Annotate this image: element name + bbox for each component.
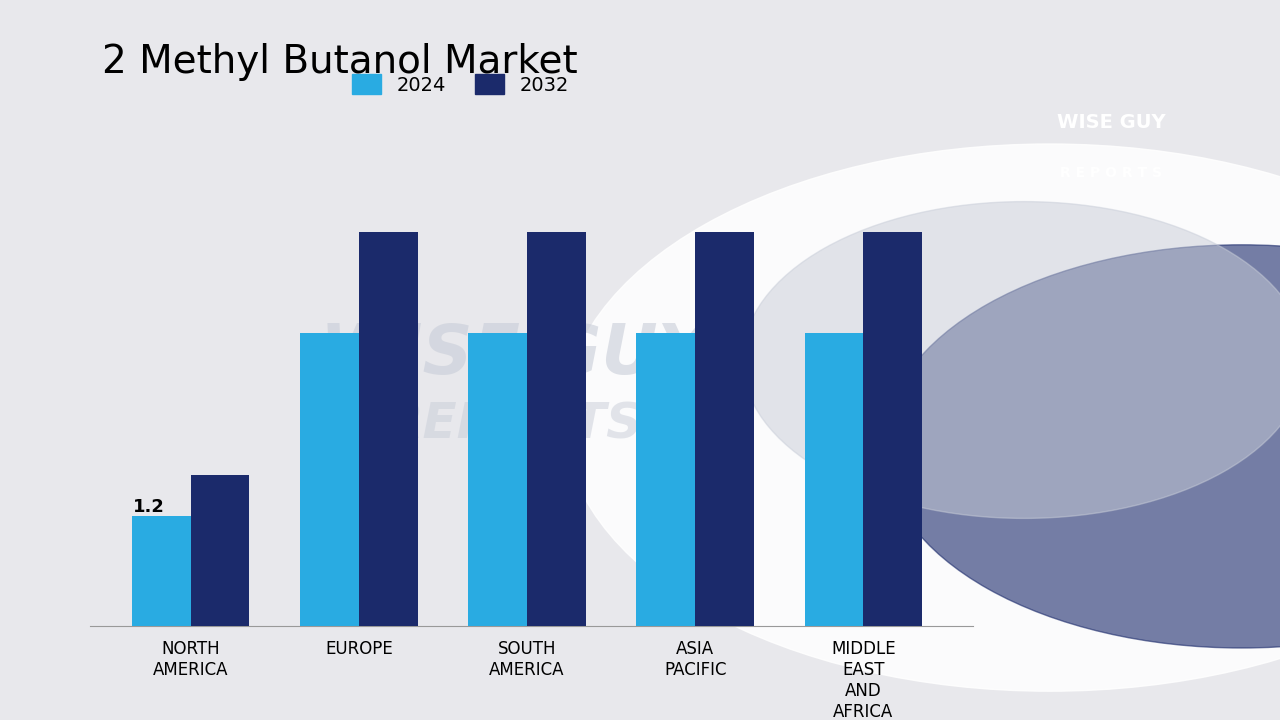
Text: WISE GUY: WISE GUY [1057, 113, 1165, 132]
Bar [132, 516, 191, 626]
Bar [300, 333, 358, 626]
Text: REPORTS: REPORTS [384, 401, 643, 449]
Bar [358, 233, 417, 626]
Bar [468, 333, 527, 626]
Bar [636, 333, 695, 626]
Text: R E P O R T S: R E P O R T S [1060, 166, 1162, 180]
Text: 2 Methyl Butanol Market: 2 Methyl Butanol Market [102, 43, 579, 81]
Text: WISE GUY: WISE GUY [320, 320, 708, 388]
Bar [695, 233, 754, 626]
Bar [527, 233, 586, 626]
Text: 1.2: 1.2 [133, 498, 164, 516]
Bar [805, 333, 864, 626]
Legend: 2024, 2032: 2024, 2032 [344, 67, 577, 103]
Bar [864, 233, 923, 626]
Bar [191, 475, 250, 626]
Circle shape [883, 245, 1280, 648]
Circle shape [742, 202, 1280, 518]
Circle shape [563, 144, 1280, 691]
